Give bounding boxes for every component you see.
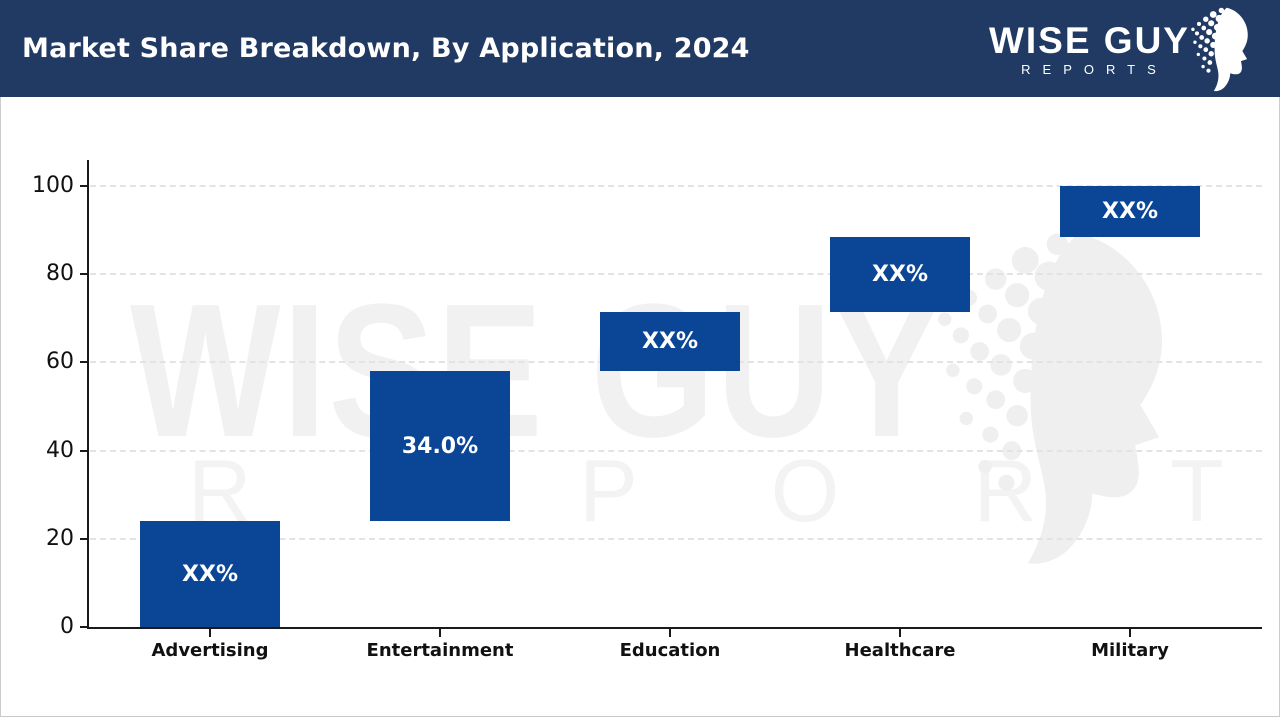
y-tick-label: 40 xyxy=(46,437,74,463)
x-tick-mark xyxy=(899,629,901,637)
y-tick-mark xyxy=(80,537,88,540)
y-tick-label: 0 xyxy=(60,614,74,639)
y-axis-line xyxy=(87,160,89,629)
bar-entertainment: 34.0% xyxy=(370,371,510,522)
gridline-80 xyxy=(90,273,1262,276)
y-tick-mark xyxy=(80,626,88,628)
x-tick-mark xyxy=(1129,629,1131,637)
header-bar: Market Share Breakdown, By Application, … xyxy=(0,0,1280,97)
x-category-label-entertainment: Entertainment xyxy=(366,640,514,661)
gridline-100 xyxy=(90,185,1262,187)
bar-advertising: XX% xyxy=(140,521,280,627)
x-tick-mark xyxy=(209,629,211,637)
brand-logo: WISE GUY REPORTS xyxy=(989,5,1254,93)
bar-value-label: XX% xyxy=(182,561,238,587)
bar-value-label: XX% xyxy=(1102,198,1158,224)
gridline-40 xyxy=(90,449,1262,452)
y-tick-label: 20 xyxy=(46,525,74,551)
y-tick-label: 100 xyxy=(32,173,74,198)
x-category-label-advertising: Advertising xyxy=(151,640,269,661)
y-tick-mark xyxy=(80,273,88,276)
bar-education: XX% xyxy=(600,311,740,372)
bar-value-label: XX% xyxy=(642,328,698,354)
y-tick-mark xyxy=(80,185,88,187)
bar-value-label: XX% xyxy=(872,261,928,287)
x-tick-mark xyxy=(439,629,441,637)
page-title: Market Share Breakdown, By Application, … xyxy=(22,33,750,64)
x-category-label-military: Military xyxy=(1091,640,1169,661)
brand-name: WISE GUY xyxy=(988,19,1190,61)
brand-subtitle: REPORTS xyxy=(1021,61,1168,77)
x-category-label-healthcare: Healthcare xyxy=(844,640,956,661)
x-tick-mark xyxy=(669,629,671,637)
x-category-label-education: Education xyxy=(619,640,721,661)
bar-value-label: 34.0% xyxy=(401,433,479,459)
bar-military: XX% xyxy=(1060,186,1200,237)
gridline-20 xyxy=(90,537,1262,540)
brand-logo-text: WISE GUY REPORTS xyxy=(989,22,1190,76)
y-tick-mark xyxy=(80,449,88,452)
y-tick-label: 80 xyxy=(46,261,74,287)
y-tick-label: 60 xyxy=(46,349,74,375)
bar-healthcare: XX% xyxy=(830,236,970,312)
x-axis-line xyxy=(87,627,1262,629)
y-tick-mark xyxy=(80,361,88,364)
